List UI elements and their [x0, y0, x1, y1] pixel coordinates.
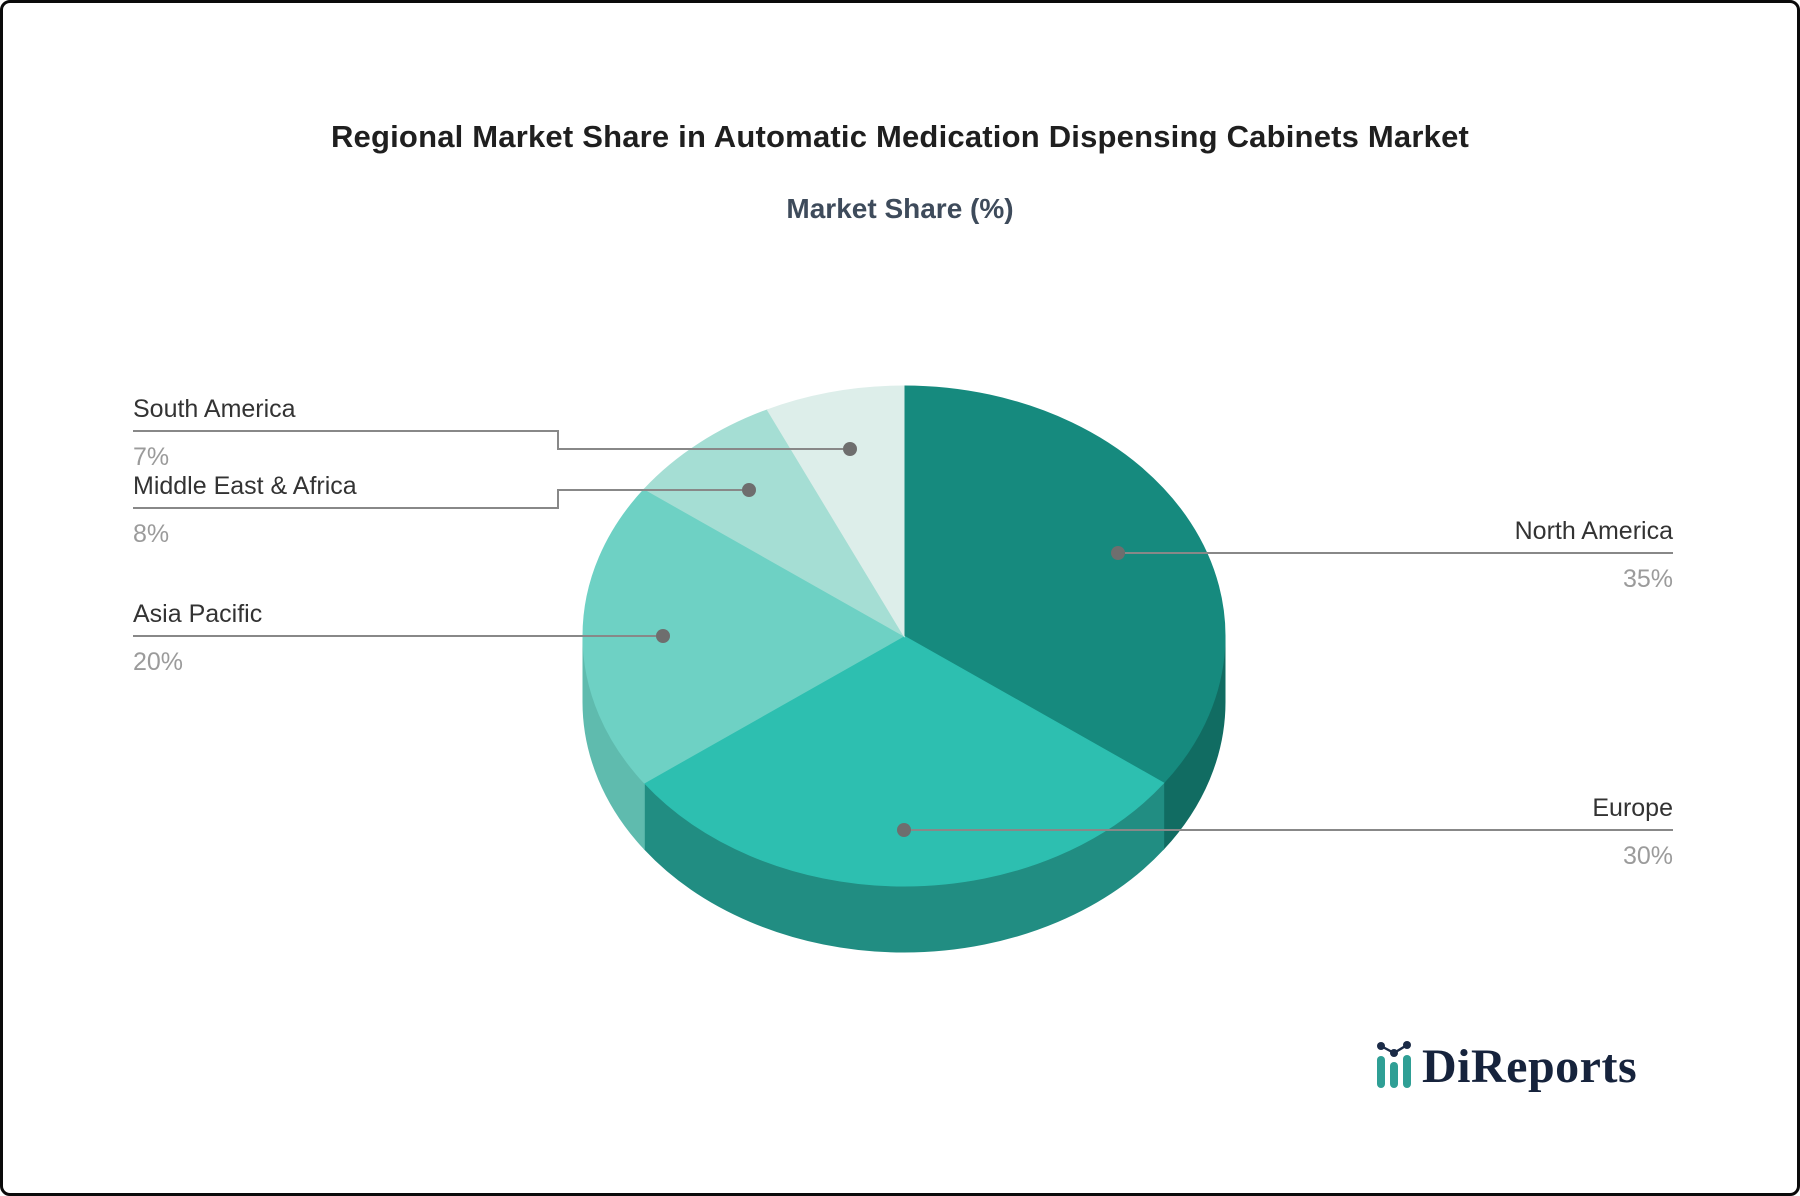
leader-line-middle-east-africa — [133, 489, 742, 509]
direports-logo[interactable]: DiReports — [1375, 1039, 1637, 1091]
slice-pct-asia-pacific: 20% — [133, 648, 184, 676]
pie-chart — [133, 385, 1673, 953]
pie-slices — [582, 385, 1226, 887]
pie-slice-middle-east-africa[interactable] — [643, 409, 906, 638]
slice-label-north-america: North America — [1514, 517, 1673, 545]
slice-pct-north-america: 35% — [1622, 565, 1673, 593]
chart-subtitle: Market Share (%) — [786, 193, 1014, 224]
leader-dot-europe — [897, 823, 911, 837]
slice-pct-europe: 30% — [1622, 842, 1673, 870]
slice-label-europe: Europe — [1592, 794, 1673, 822]
leader-dot-north-america — [1111, 546, 1125, 560]
slice-pct-south-america: 7% — [133, 443, 170, 471]
pie-slice-north-america[interactable] — [903, 385, 1226, 784]
leader-lines — [133, 430, 1673, 831]
bar-line-chart-icon — [1377, 1041, 1411, 1088]
slice-label-middle-east-africa: Middle East & Africa — [133, 472, 357, 500]
logo-text: DiReports — [1422, 1040, 1638, 1093]
leader-dot-middle-east-africa — [742, 483, 756, 497]
leader-line-south-america — [133, 430, 843, 450]
slice-label-asia-pacific: Asia Pacific — [133, 600, 263, 628]
slice-label-south-america: South America — [133, 395, 296, 423]
chart-title: Regional Market Share in Automatic Medic… — [330, 119, 1470, 154]
leader-dot-south-america — [843, 442, 857, 456]
leader-dots — [656, 442, 1125, 837]
slice-pct-middle-east-africa: 8% — [133, 520, 170, 548]
pie-slice-europe[interactable] — [643, 635, 1165, 887]
leader-dot-asia-pacific — [656, 629, 670, 643]
